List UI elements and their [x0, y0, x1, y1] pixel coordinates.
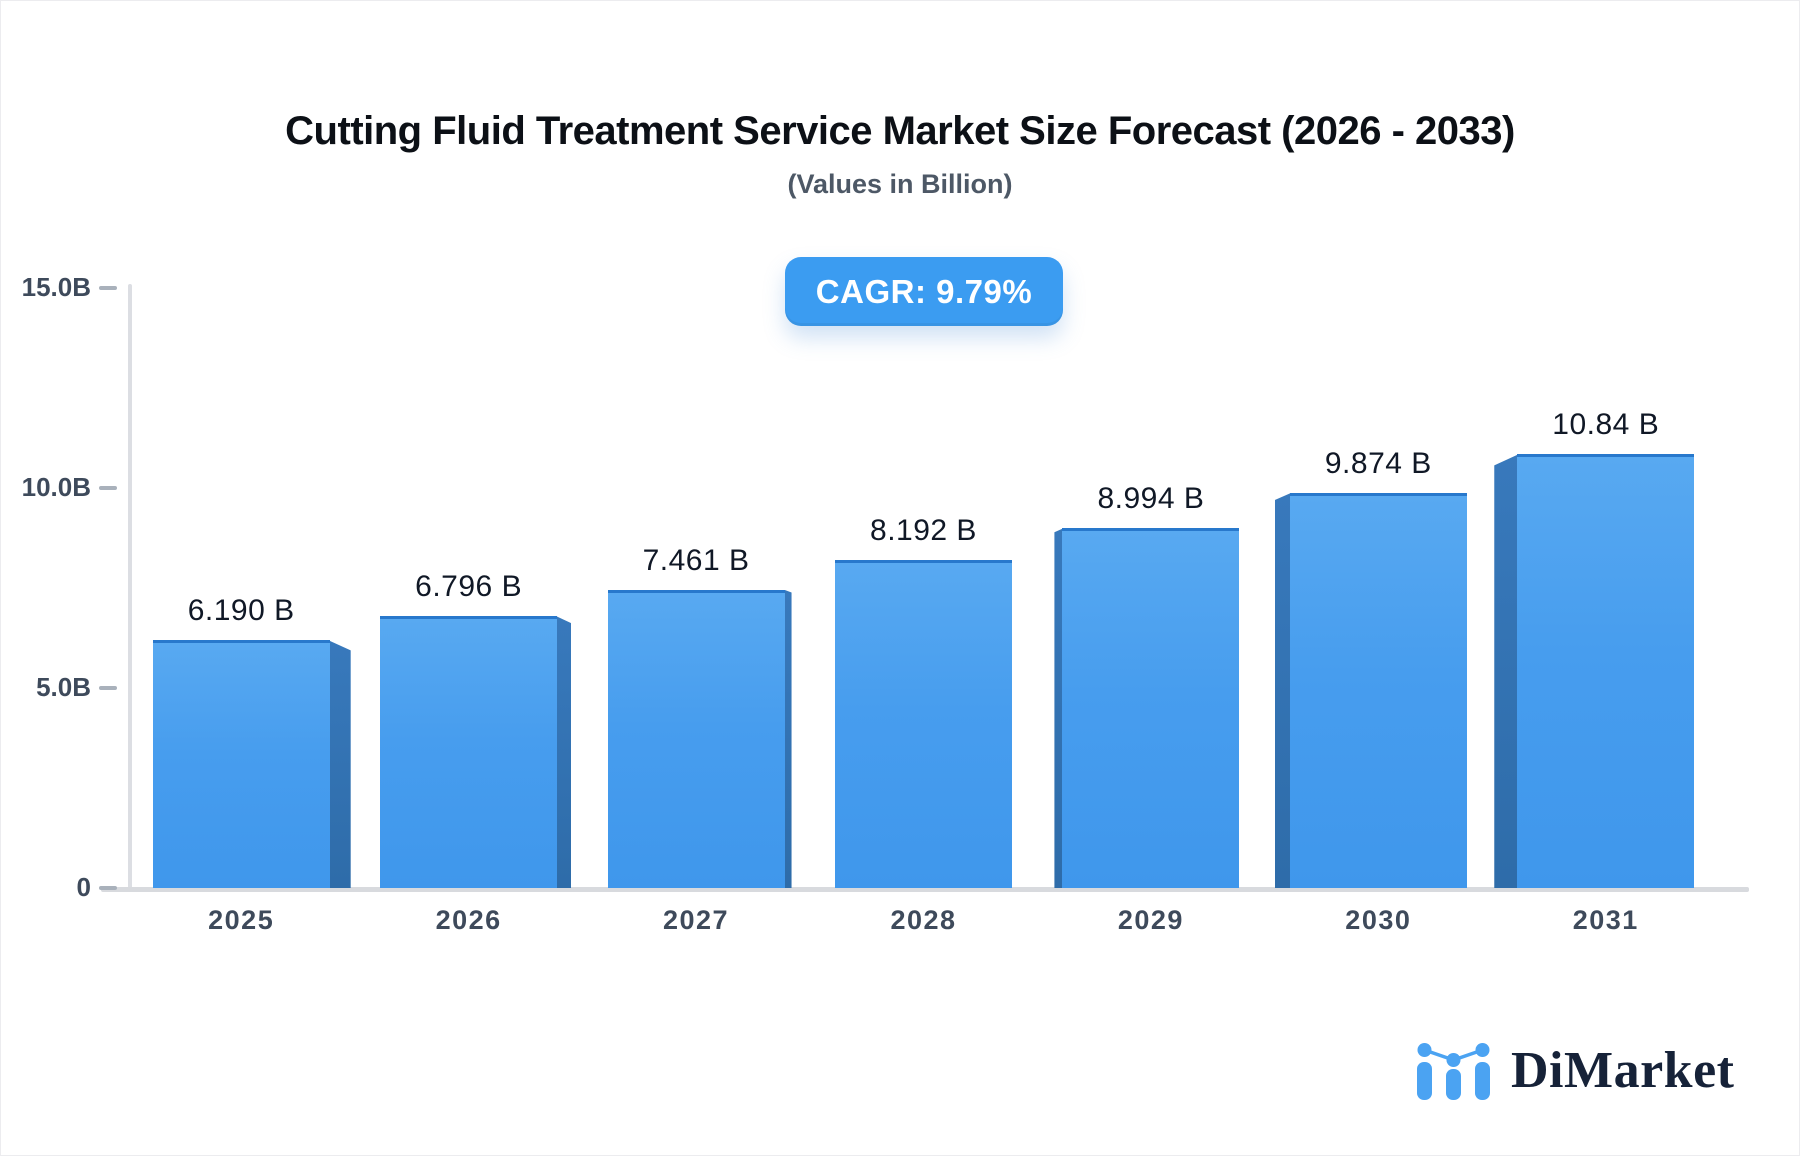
x-axis-category-label: 2029 [1117, 905, 1184, 935]
y-axis-tick-label: 5.0B [36, 672, 91, 702]
y-axis-tick-mark [99, 286, 117, 290]
x-axis-category-label: 2025 [208, 905, 275, 935]
bar-value-label: 9.874 B [1324, 447, 1432, 481]
bar-value-label: 6.796 B [415, 570, 523, 604]
bar-2031 [1517, 454, 1695, 888]
chart-title: Cutting Fluid Treatment Service Market S… [285, 109, 1515, 153]
y-axis-tick-mark [99, 686, 117, 690]
bar-2030 [1289, 493, 1467, 888]
y-axis-tick-label: 0 [76, 872, 91, 902]
x-axis-baseline [101, 887, 1749, 892]
bar-2028 [834, 560, 1012, 888]
bar-value-label: 7.461 B [642, 543, 750, 577]
dimarket-logo: DiMarket [1413, 1039, 1734, 1103]
bar-2026 [380, 616, 558, 888]
bar-3d-side [1274, 493, 1291, 888]
bar-2027 [607, 589, 785, 888]
x-axis-category-label: 2031 [1572, 905, 1639, 935]
x-axis-category-label: 2028 [890, 905, 957, 935]
bar-3d-side [328, 640, 351, 888]
bar-3d-side [1494, 454, 1519, 888]
bar-3d-side [556, 616, 572, 888]
bar-value-label: 8.994 B [1097, 482, 1205, 516]
bar-value-label: 8.192 B [870, 514, 977, 548]
chart-subtitle: (Values in Billion) [787, 169, 1013, 199]
bar-3d-side [783, 589, 792, 888]
bar-3d-side [1054, 528, 1064, 888]
y-axis-tick-label: 15.0B [21, 272, 91, 302]
x-axis-category-label: 2030 [1345, 905, 1412, 935]
y-axis-tick-label: 10.0B [21, 472, 91, 502]
bar-2025 [152, 640, 330, 888]
cagr-badge: CAGR: 9.79% [785, 257, 1063, 326]
y-axis-tick-mark [99, 486, 117, 490]
x-axis-category-label: 2027 [663, 905, 730, 935]
bar-value-label: 10.84 B [1552, 408, 1660, 442]
bar-value-label: 6.190 B [187, 594, 295, 628]
logo-brand-text: DiMarket [1511, 1042, 1735, 1099]
bar-2029 [1062, 528, 1240, 888]
x-axis-category-label: 2026 [435, 905, 502, 935]
y-axis-tick-mark [99, 886, 117, 890]
y-axis-line [128, 284, 132, 889]
bar-chart-logo-icon [1417, 1043, 1490, 1100]
